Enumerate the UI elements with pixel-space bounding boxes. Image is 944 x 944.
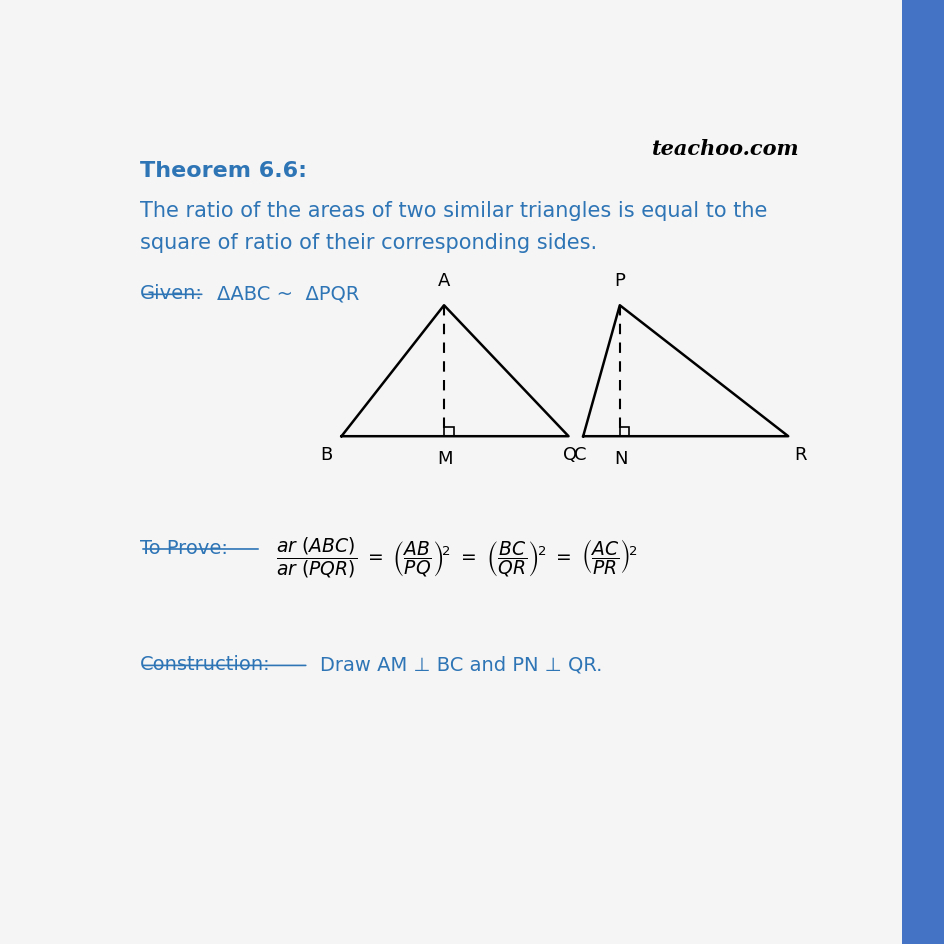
Text: ΔABC ~  ΔPQR: ΔABC ~ ΔPQR <box>217 284 359 303</box>
Text: B: B <box>320 446 332 464</box>
Text: C: C <box>574 446 586 464</box>
Text: Given:: Given: <box>140 284 203 303</box>
Text: A: A <box>437 272 449 290</box>
Text: M: M <box>437 450 453 468</box>
Text: $\dfrac{ar\ (ABC)}{ar\ (PQR)}\ =\ \left(\dfrac{AB}{PQ}\right)^{\!2}\ =\ \left(\d: $\dfrac{ar\ (ABC)}{ar\ (PQR)}\ =\ \left(… <box>276 535 636 580</box>
Text: N: N <box>614 450 628 468</box>
Text: To Prove:: To Prove: <box>140 538 228 558</box>
Text: square of ratio of their corresponding sides.: square of ratio of their corresponding s… <box>140 233 597 253</box>
Text: The ratio of the areas of two similar triangles is equal to the: The ratio of the areas of two similar tr… <box>140 200 767 221</box>
Text: Construction:: Construction: <box>140 655 270 674</box>
Text: Q: Q <box>563 446 577 464</box>
Text: Draw AM ⊥ BC and PN ⊥ QR.: Draw AM ⊥ BC and PN ⊥ QR. <box>319 655 601 674</box>
Text: R: R <box>793 446 806 464</box>
Bar <box>619 428 629 437</box>
Bar <box>444 428 453 437</box>
Text: P: P <box>614 272 625 290</box>
Text: teachoo.com: teachoo.com <box>651 139 799 159</box>
Text: Theorem 6.6:: Theorem 6.6: <box>140 160 307 180</box>
